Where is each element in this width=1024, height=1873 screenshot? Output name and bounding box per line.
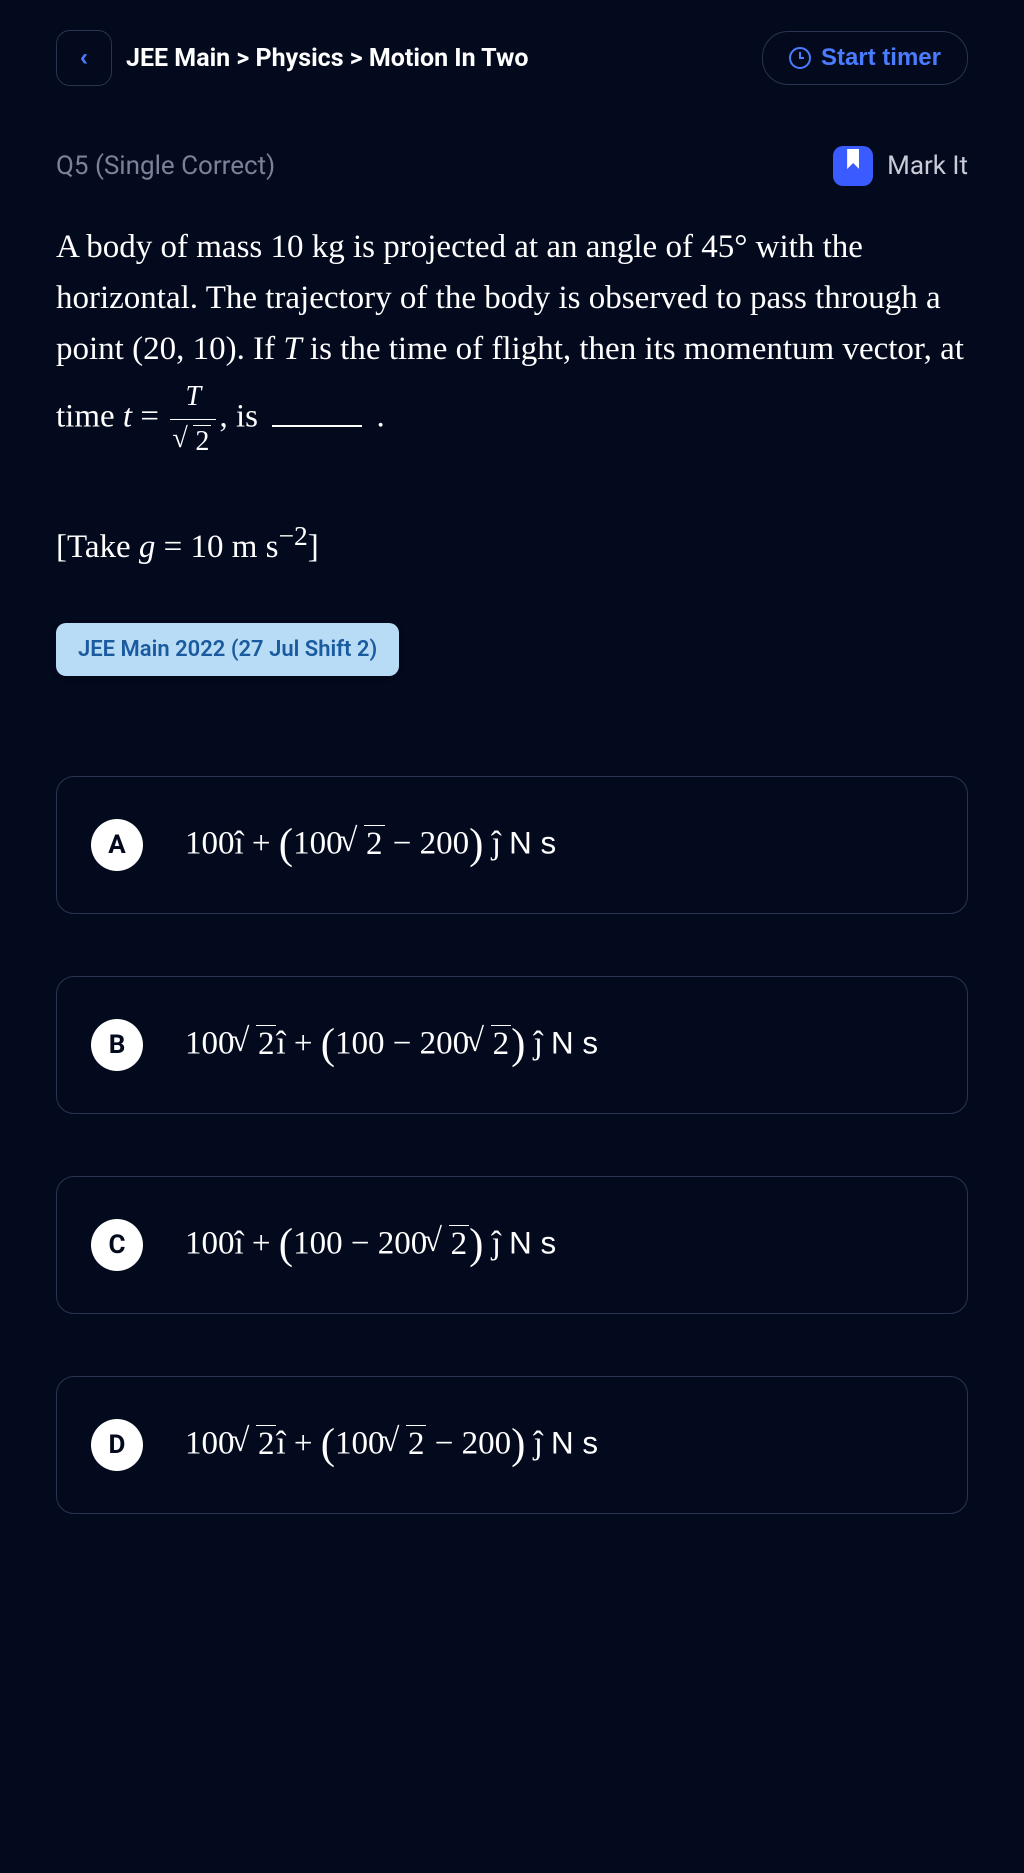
option-formula: 1002î + (1002 − 200) ĵ N s [185, 1420, 598, 1469]
mark-it-label: Mark It [887, 151, 968, 181]
option-letter-badge: D [91, 1419, 143, 1471]
question-number-label: Q5 (Single Correct) [56, 151, 275, 181]
option-formula: 100î + (100 − 2002) ĵ N s [185, 1220, 556, 1269]
bookmark-icon [833, 146, 873, 186]
option-b[interactable]: B 1002î + (100 − 2002) ĵ N s [56, 976, 968, 1114]
option-formula: 1002î + (100 − 2002) ĵ N s [185, 1020, 598, 1069]
question-meta-row: Q5 (Single Correct) Mark It [56, 146, 968, 186]
option-letter-badge: C [91, 1219, 143, 1271]
header-bar: ‹ JEE Main > Physics > Motion In Two Sta… [56, 30, 968, 86]
exam-tag-chip[interactable]: JEE Main 2022 (27 Jul Shift 2) [56, 623, 399, 676]
option-formula: 100î + (1002 − 200) ĵ N s [185, 820, 556, 869]
chevron-left-icon: ‹ [80, 44, 88, 72]
back-button[interactable]: ‹ [56, 30, 112, 86]
option-d[interactable]: D 1002î + (1002 − 200) ĵ N s [56, 1376, 968, 1514]
clock-icon [789, 47, 811, 69]
option-a[interactable]: A 100î + (1002 − 200) ĵ N s [56, 776, 968, 914]
start-timer-button[interactable]: Start timer [762, 31, 968, 85]
option-c[interactable]: C 100î + (100 − 2002) ĵ N s [56, 1176, 968, 1314]
option-letter-badge: B [91, 1019, 143, 1071]
breadcrumb[interactable]: JEE Main > Physics > Motion In Two [126, 44, 748, 73]
mark-it-button[interactable]: Mark It [833, 146, 968, 186]
options-list: A 100î + (1002 − 200) ĵ N s B 1002î + (1… [56, 776, 968, 1514]
question-text: A body of mass 10 kg is projected at an … [56, 222, 968, 573]
fill-blank [272, 425, 362, 427]
option-letter-badge: A [91, 819, 143, 871]
timer-label: Start timer [821, 44, 941, 72]
